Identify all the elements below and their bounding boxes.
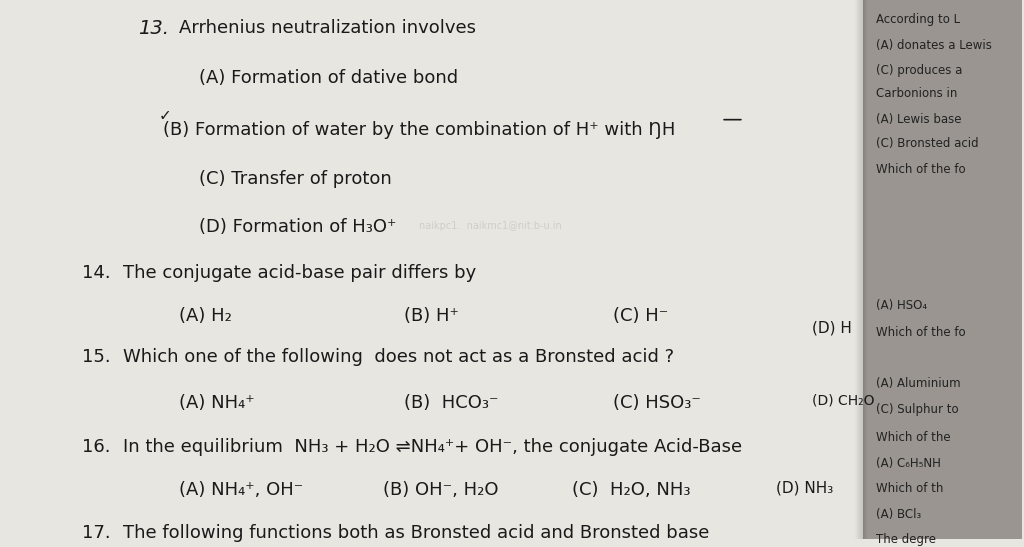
Text: (A) C₆H₅NH: (A) C₆H₅NH <box>876 457 940 470</box>
Text: (C) Transfer of proton: (C) Transfer of proton <box>200 170 392 188</box>
Text: (B)  HCO₃⁻: (B) HCO₃⁻ <box>403 393 498 411</box>
Text: (A) Formation of dative bond: (A) Formation of dative bond <box>200 69 459 87</box>
Text: (A) donates a Lewis: (A) donates a Lewis <box>876 39 991 52</box>
Text: Which one of the following  does not act as a Bronsted acid ?: Which one of the following does not act … <box>123 348 674 366</box>
Text: In the equilibrium  NH₃ + H₂O ⇌NH₄⁺+ OH⁻, the conjugate Acid-Base: In the equilibrium NH₃ + H₂O ⇌NH₄⁺+ OH⁻,… <box>123 438 741 456</box>
Text: 14.: 14. <box>82 264 111 282</box>
Text: (D) H: (D) H <box>812 321 852 336</box>
Text: The following functions both as Bronsted acid and Bronsted base: The following functions both as Bronsted… <box>123 524 709 542</box>
Text: ✓: ✓ <box>159 108 171 123</box>
Text: (C) produces a: (C) produces a <box>876 63 962 77</box>
Text: (D) NH₃: (D) NH₃ <box>776 481 834 496</box>
Text: naikpc1.  naikmc1@nit.b-u.in: naikpc1. naikmc1@nit.b-u.in <box>419 222 562 231</box>
Text: (C) HSO₃⁻: (C) HSO₃⁻ <box>613 393 700 411</box>
Text: (C) Bronsted acid: (C) Bronsted acid <box>876 137 978 150</box>
Text: Which of the: Which of the <box>876 431 950 444</box>
Text: (C) Sulphur to: (C) Sulphur to <box>876 403 958 416</box>
Text: (A) HSO₄: (A) HSO₄ <box>876 299 927 312</box>
Text: (C) H⁻: (C) H⁻ <box>613 307 669 325</box>
Text: (C)  H₂O, NH₃: (C) H₂O, NH₃ <box>572 481 690 499</box>
Text: The conjugate acid-base pair differs by: The conjugate acid-base pair differs by <box>123 264 476 282</box>
Text: Which of th: Which of th <box>876 482 943 496</box>
Text: Which of the fo: Which of the fo <box>876 326 966 339</box>
Text: (B) OH⁻, H₂O: (B) OH⁻, H₂O <box>383 481 499 499</box>
Text: 13.: 13. <box>138 19 169 38</box>
Text: Which of the fo: Which of the fo <box>876 163 966 176</box>
Text: (A) NH₄⁺: (A) NH₄⁺ <box>179 393 254 411</box>
Text: (D) Formation of H₃O⁺: (D) Formation of H₃O⁺ <box>200 218 396 236</box>
Text: (A) NH₄⁺, OH⁻: (A) NH₄⁺, OH⁻ <box>179 481 303 499</box>
Text: Carbonions in: Carbonions in <box>876 88 956 100</box>
Text: (B) Formation of water by the combination of H⁺ with ŊH: (B) Formation of water by the combinatio… <box>164 121 676 139</box>
Text: (A) BCl₃: (A) BCl₃ <box>876 508 921 521</box>
Text: (A) Aluminium: (A) Aluminium <box>876 377 961 391</box>
Text: 15.: 15. <box>82 348 111 366</box>
Text: The degre: The degre <box>876 533 936 545</box>
Text: Arrhenius neutralization involves: Arrhenius neutralization involves <box>179 19 476 37</box>
Text: (A) Lewis base: (A) Lewis base <box>876 113 961 126</box>
Text: (B) H⁺: (B) H⁺ <box>403 307 459 325</box>
Text: (D) CH₂O: (D) CH₂O <box>812 393 874 408</box>
Text: According to L: According to L <box>876 14 959 26</box>
Text: (A) H₂: (A) H₂ <box>179 307 231 325</box>
Text: 16.: 16. <box>82 438 111 456</box>
FancyBboxPatch shape <box>863 0 1022 539</box>
Text: 17.: 17. <box>82 524 111 542</box>
